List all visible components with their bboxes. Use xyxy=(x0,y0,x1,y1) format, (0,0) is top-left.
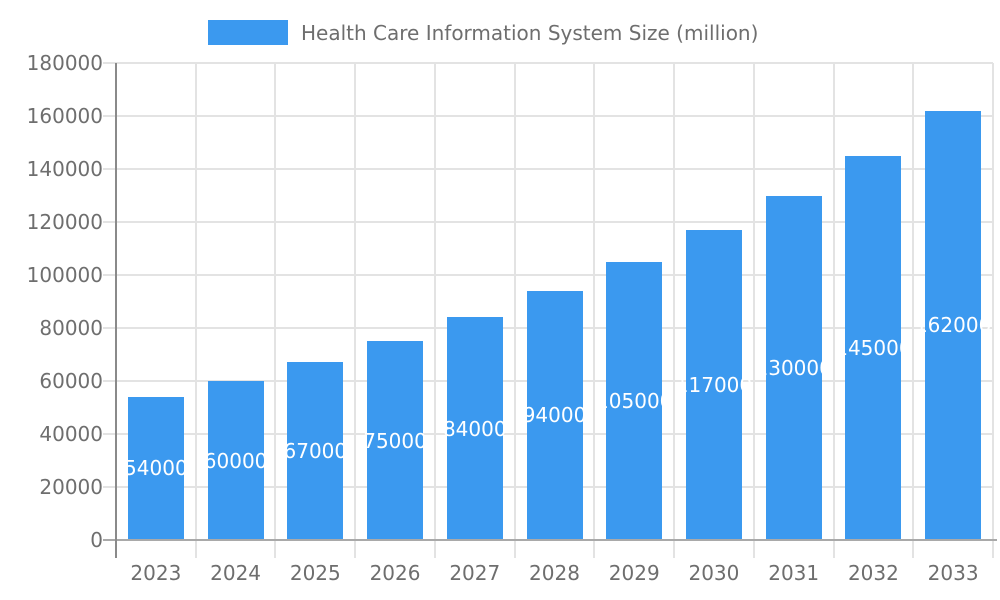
x-gridline xyxy=(593,63,596,558)
y-axis-tick-label: 0 xyxy=(90,528,103,552)
y-axis-tick-label: 180000 xyxy=(26,51,103,75)
y-gridline xyxy=(103,168,993,170)
legend-label: Health Care Information System Size (mil… xyxy=(301,20,759,45)
bar-value-label: 60000 xyxy=(203,448,268,473)
bar-2032: 145000 xyxy=(835,155,912,540)
x-gridline xyxy=(832,63,835,558)
y-gridline xyxy=(103,115,993,117)
y-gridline xyxy=(103,221,993,223)
y-gridline xyxy=(103,62,993,64)
bar-2027: 84000 xyxy=(443,317,507,540)
x-axis-tick-label: 2027 xyxy=(449,561,501,585)
y-axis-tick-label: 140000 xyxy=(26,157,103,181)
x-gridline xyxy=(433,63,436,558)
x-axis-line xyxy=(103,539,997,541)
x-axis-tick-label: 2032 xyxy=(847,561,899,585)
x-axis-tick-label: 2031 xyxy=(768,561,820,585)
bar-value-label: 94000 xyxy=(522,403,587,428)
x-gridline xyxy=(194,63,197,558)
x-gridline xyxy=(354,63,357,558)
bar-2024: 60000 xyxy=(204,381,267,540)
bar-value-label: 54000 xyxy=(124,456,188,481)
bar-value-label: 67000 xyxy=(283,439,348,464)
bar-2023: 54000 xyxy=(124,396,188,540)
bar-2029: 105000 xyxy=(596,261,672,540)
x-gridline xyxy=(912,63,915,558)
y-axis-tick-label: 120000 xyxy=(26,210,103,234)
bar-value-label: 130000 xyxy=(755,355,832,380)
chart-legend: Health Care Information System Size (mil… xyxy=(208,20,758,45)
y-axis-line xyxy=(115,63,117,558)
x-gridline xyxy=(752,63,755,558)
legend-color-swatch xyxy=(208,20,288,45)
y-axis-tick-label: 60000 xyxy=(39,369,103,393)
bar-value-label: 162000 xyxy=(914,313,992,338)
x-axis-tick-label: 2023 xyxy=(130,561,182,585)
x-gridline xyxy=(992,63,994,558)
bar-value-label: 84000 xyxy=(442,416,507,441)
bar-2025: 67000 xyxy=(284,362,347,540)
bar-value-label: 75000 xyxy=(363,428,427,453)
x-gridline xyxy=(513,63,516,558)
bar-2026: 75000 xyxy=(363,341,427,540)
x-gridline xyxy=(673,63,676,558)
bar-value-label: 145000 xyxy=(835,335,912,360)
x-axis-tick-label: 2028 xyxy=(529,561,580,585)
x-axis-tick-label: 2026 xyxy=(369,561,421,585)
y-axis-tick-label: 40000 xyxy=(39,422,103,446)
y-axis-tick-label: 100000 xyxy=(26,263,103,287)
y-gridline xyxy=(103,274,993,276)
x-axis-tick-label: 2030 xyxy=(688,561,740,585)
x-axis-tick-label: 2024 xyxy=(210,561,262,585)
x-axis-tick-label: 2025 xyxy=(289,561,341,585)
bar-2033: 162000 xyxy=(915,110,991,540)
bar-value-label: 117000 xyxy=(675,372,753,397)
bar-2031: 130000 xyxy=(755,195,832,540)
bar-2030: 117000 xyxy=(676,229,752,540)
y-axis-tick-label: 160000 xyxy=(26,104,103,128)
y-axis-tick-label: 80000 xyxy=(39,316,103,340)
bar-value-label: 105000 xyxy=(596,388,673,413)
y-axis-tick-label: 20000 xyxy=(39,475,103,499)
bar-2028: 94000 xyxy=(523,290,586,540)
x-gridline xyxy=(274,63,277,558)
x-axis-tick-label: 2033 xyxy=(927,561,979,585)
x-axis-tick-label: 2029 xyxy=(608,561,660,585)
